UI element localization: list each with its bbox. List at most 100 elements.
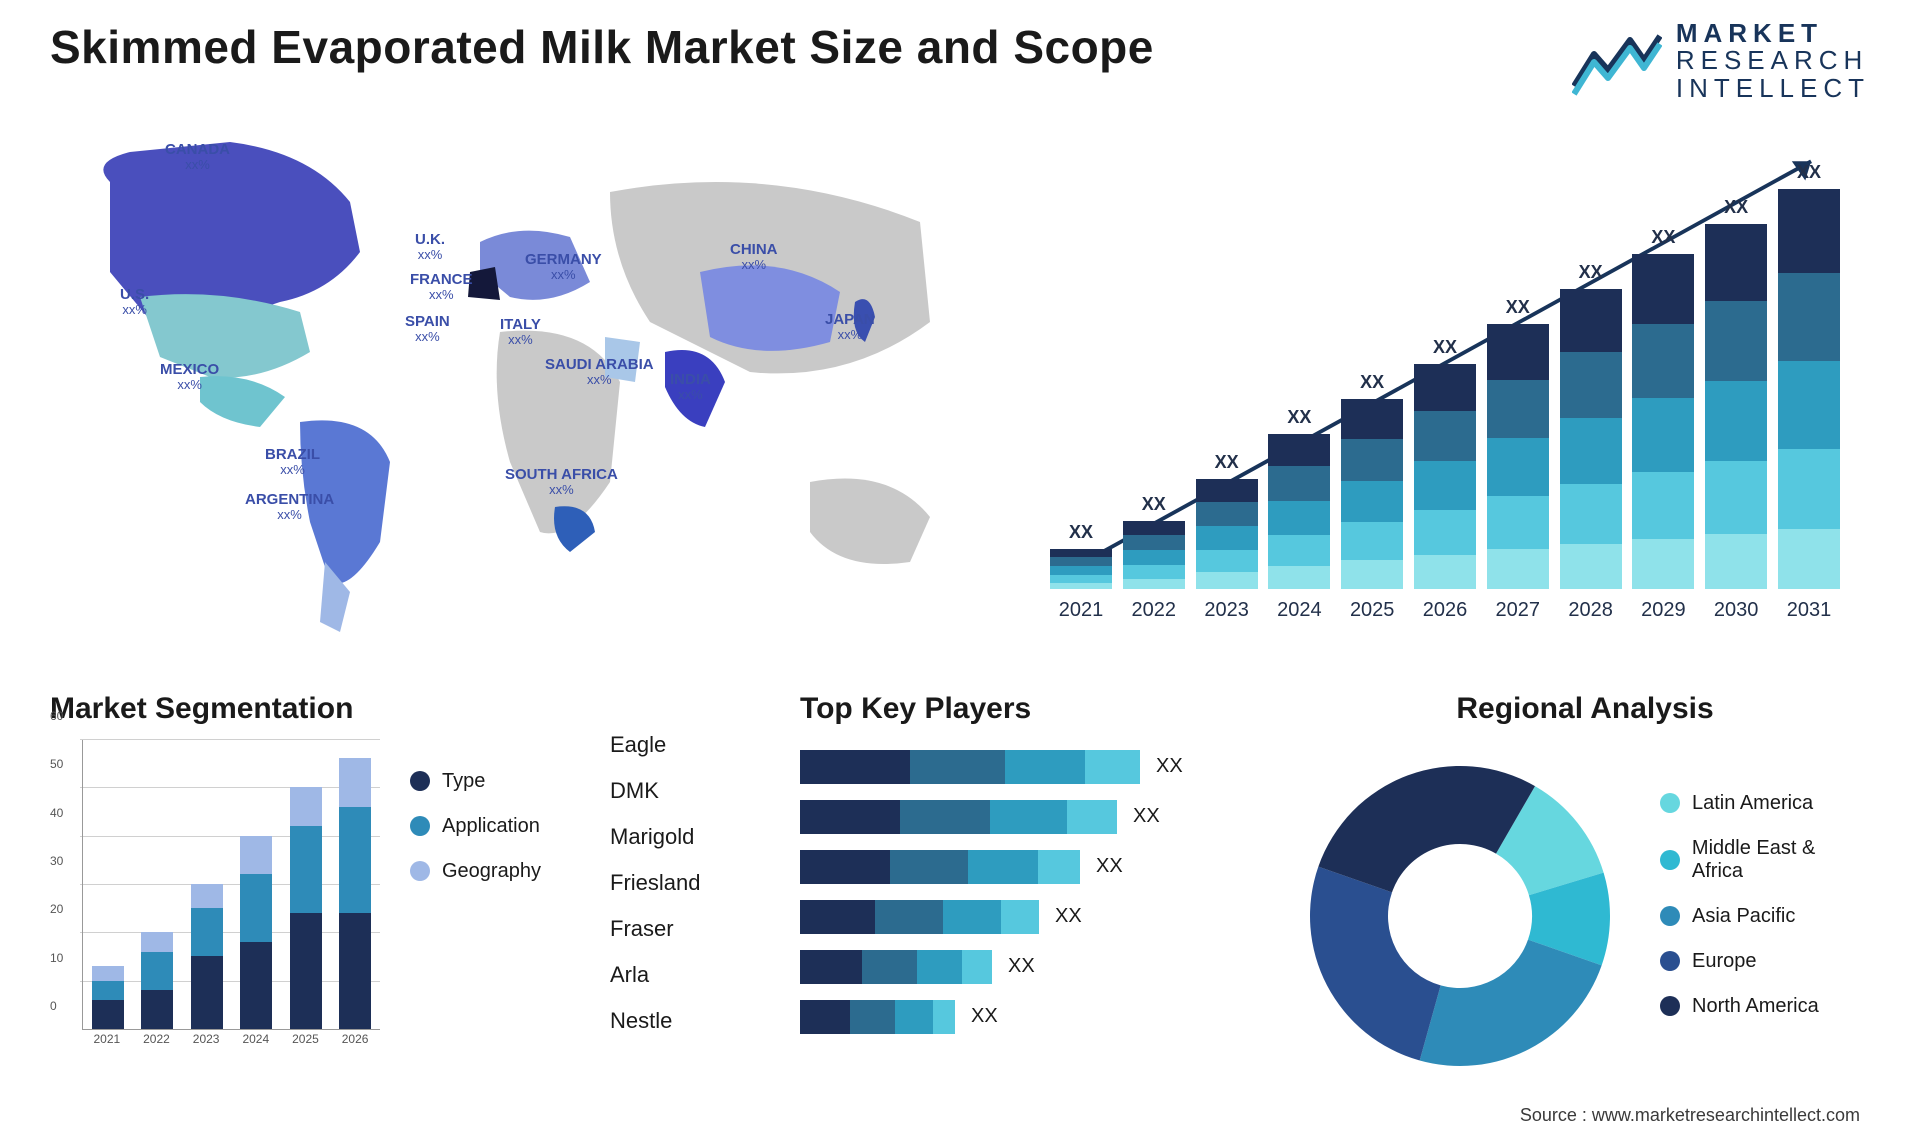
seg-legend-item: Geography [410,860,541,883]
seg-bar-2021 [92,966,124,1029]
forecast-value-label: XX [1287,407,1311,428]
player-value-label: XX [971,1005,998,1028]
forecast-bar-2024: XX 2024 [1268,407,1330,622]
seg-legend-item: Type [410,770,541,793]
player-segment [800,750,910,784]
forecast-segment [1268,566,1330,589]
forecast-bar-2023: XX 2023 [1196,452,1258,622]
map-label-u-k-: U.K.xx% [415,232,445,263]
seg-ytick: 40 [50,806,63,820]
player-bar-row: XX [800,900,1300,934]
seg-segment [290,787,322,826]
forecast-segment [1705,381,1767,461]
market-segmentation-section: Market Segmentation 0102030405060 202120… [50,692,610,1092]
legend-label: Application [442,815,540,838]
regional-legend: Latin AmericaMiddle East & AfricaAsia Pa… [1660,792,1870,1040]
forecast-segment [1705,534,1767,589]
player-segment [875,900,943,934]
forecast-year-label: 2030 [1714,599,1759,622]
map-label-u-s-: U.S.xx% [120,287,149,318]
forecast-segment [1487,380,1549,438]
forecast-segment [1341,560,1403,589]
forecast-segment [1050,583,1112,589]
forecast-segment [1196,502,1258,526]
player-segment [990,800,1067,834]
seg-xlabel: 2024 [242,1032,269,1060]
map-label-argentina: ARGENTINAxx% [245,492,334,523]
seg-segment [339,913,371,1029]
forecast-value-label: XX [1215,452,1239,473]
seg-segment [339,758,371,806]
forecast-segment [1196,550,1258,572]
forecast-value-label: XX [1360,372,1384,393]
player-segment [1038,850,1080,884]
forecast-segment [1632,539,1694,589]
forecast-bar-2021: XX2021 [1050,522,1112,622]
player-segment [850,1000,895,1034]
forecast-segment [1705,224,1767,301]
forecast-bar-2026: XX2026 [1414,337,1476,622]
forecast-chart: XX2021XX2022XX2023XX2024XX2025XX2026XX20… [1010,122,1870,662]
forecast-year-label: 2024 [1277,599,1322,622]
company-list-item: Arla [610,962,800,988]
legend-dot-icon [410,861,430,881]
seg-ytick: 50 [50,757,63,771]
legend-label: North America [1692,995,1819,1018]
forecast-value-label: XX [1506,297,1530,318]
forecast-bar-2031: XX2031 [1778,162,1840,622]
forecast-segment [1341,522,1403,560]
seg-segment [92,1000,124,1029]
seg-ytick: 10 [50,951,63,965]
forecast-segment [1560,484,1622,544]
map-label-germany: GERMANYxx% [525,252,602,283]
forecast-segment [1341,481,1403,523]
forecast-segment [1050,575,1112,583]
forecast-segment [1487,438,1549,496]
player-segment [862,950,917,984]
company-list: EagleDMKMarigoldFrieslandFraserArlaNestl… [610,732,800,1092]
forecast-value-label: XX [1651,227,1675,248]
region-legend-item: Europe [1660,950,1870,973]
player-segment [800,900,875,934]
map-label-south-africa: SOUTH AFRICAxx% [505,467,618,498]
forecast-value-label: XX [1142,494,1166,515]
forecast-bar-2029: XX2029 [1632,227,1694,622]
seg-segment [141,932,173,951]
player-bar-row: XX [800,800,1300,834]
forecast-segment [1487,324,1549,380]
region-legend-item: Latin America [1660,792,1870,815]
seg-segment [191,908,223,956]
player-bar-row: XX [800,750,1300,784]
player-segment [890,850,968,884]
player-segment [917,950,962,984]
player-segment [1005,750,1085,784]
player-segment [1067,800,1117,834]
segmentation-title: Market Segmentation [50,692,610,726]
player-bar-row: XX [800,950,1300,984]
forecast-segment [1705,461,1767,534]
player-segment [968,850,1038,884]
legend-label: Latin America [1692,792,1813,815]
legend-dot-icon [1660,793,1680,813]
seg-ytick: 30 [50,854,63,868]
legend-dot-icon [410,816,430,836]
player-bar-row: XX [800,850,1300,884]
forecast-value-label: XX [1579,262,1603,283]
seg-segment [240,942,272,1029]
forecast-segment [1050,566,1112,575]
forecast-year-label: 2028 [1568,599,1613,622]
donut-slice [1420,940,1602,1066]
forecast-year-label: 2023 [1204,599,1249,622]
company-list-item: Eagle [610,732,800,758]
seg-bar-2024 [240,836,272,1029]
forecast-segment [1487,549,1549,589]
forecast-year-label: 2025 [1350,599,1395,622]
player-segment [1001,900,1039,934]
regional-title: Regional Analysis [1300,692,1870,726]
forecast-segment [1268,535,1330,566]
page-title: Skimmed Evaporated Milk Market Size and … [50,20,1154,74]
forecast-year-label: 2031 [1787,599,1832,622]
forecast-segment [1632,472,1694,539]
legend-label: Geography [442,860,541,883]
forecast-segment [1778,449,1840,529]
